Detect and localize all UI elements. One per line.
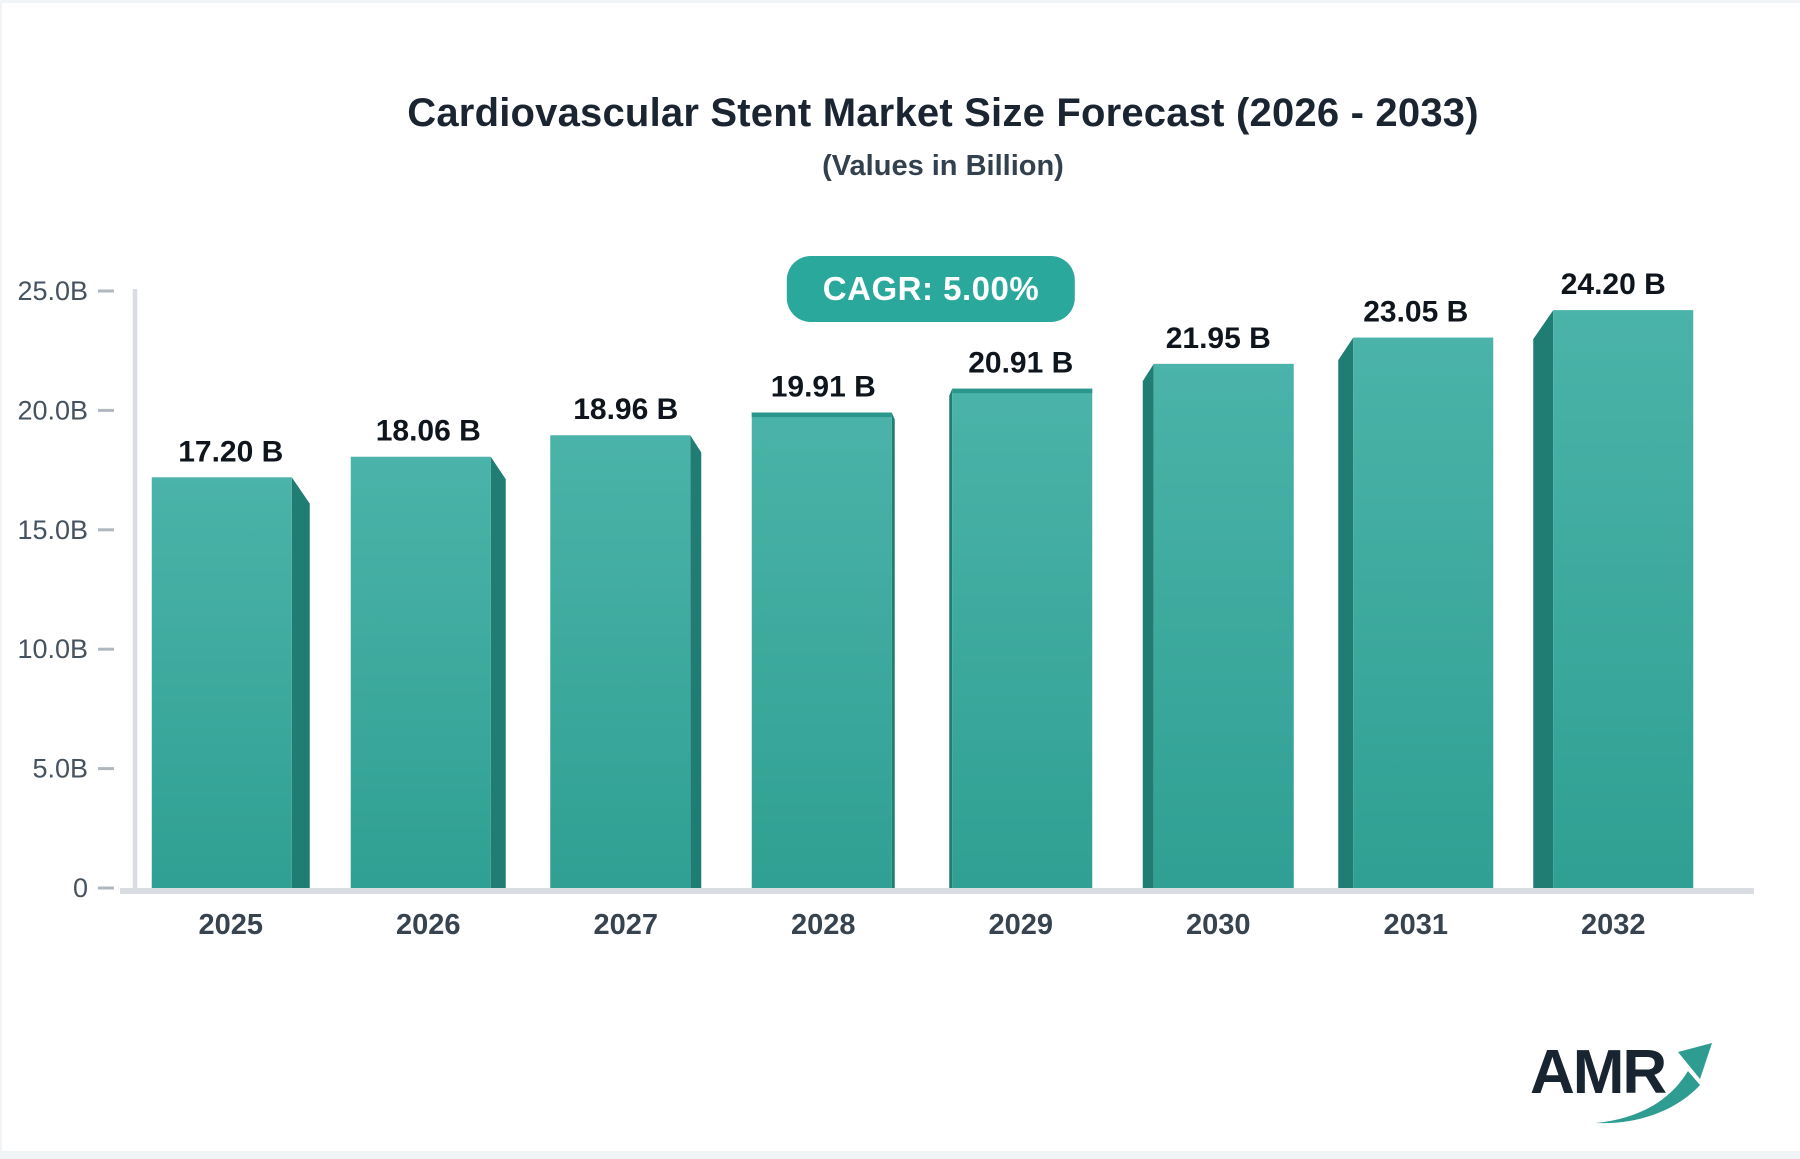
growth-arrow-head	[1678, 1043, 1712, 1079]
y-tick-label: 0	[73, 873, 88, 903]
bar-value-label: 18.06 B	[376, 415, 481, 448]
y-tick-label: 10.0B	[17, 634, 88, 664]
bar-side-face	[490, 456, 506, 888]
chart-subtitle: (Values in Billion)	[822, 150, 1064, 182]
bar-side-face	[949, 388, 953, 888]
x-axis-label: 2030	[1186, 909, 1251, 941]
x-axis-label: 2025	[198, 909, 263, 941]
bar-value-label: 24.20 B	[1561, 268, 1666, 301]
y-tick-label: 15.0B	[17, 515, 88, 545]
growth-arrow-swoosh	[1596, 1071, 1700, 1124]
bar-side-face	[690, 435, 702, 888]
amr-logo-text: AMR	[1530, 1038, 1667, 1107]
bar-2029	[952, 388, 1093, 888]
y-tick-label: 25.0B	[17, 276, 88, 306]
bar-value-label: 19.91 B	[771, 371, 876, 404]
bar-value-label: 20.91 B	[968, 347, 1073, 380]
cagr-badge: CAGR: 5.00%	[786, 256, 1076, 322]
bar-2026	[350, 456, 491, 888]
bar-side-face	[1142, 363, 1154, 889]
cagr-badge-label: CAGR: 5.00%	[822, 270, 1040, 307]
amr-logo: AMR	[1530, 1033, 1740, 1133]
bar-value-label: 17.20 B	[178, 435, 283, 468]
bar-2027	[550, 435, 691, 888]
y-tick-label: 5.0B	[32, 754, 88, 784]
bar-chart: 0 5.0B 10.0B 15.0B 20.0B 25.0B 17.20 B 2025 18.0…	[17, 268, 1754, 941]
bar-2032	[1553, 310, 1694, 888]
bar-value-label: 18.96 B	[573, 393, 678, 426]
x-axis-label: 2032	[1581, 909, 1646, 941]
chart-header: Cardiovascular Stent Market Size Forecas…	[132, 91, 1754, 183]
chart-title: Cardiovascular Stent Market Size Forecas…	[407, 91, 1479, 135]
x-axis-label: 2026	[396, 909, 461, 941]
bar-side-face	[1533, 310, 1554, 888]
x-axis-label: 2029	[988, 909, 1053, 941]
x-axis-label: 2028	[791, 909, 856, 941]
y-tick-label: 20.0B	[17, 395, 88, 425]
x-axis-label: 2031	[1383, 909, 1448, 941]
bar-top-edge	[952, 388, 1093, 394]
bar-side-face	[891, 412, 895, 888]
bar-value-label: 23.05 B	[1363, 296, 1468, 329]
bar-2025	[151, 477, 292, 888]
chart-card: Cardiovascular Stent Market Size Forecas…	[2, 3, 1800, 1151]
bar-side-face	[291, 477, 310, 888]
bar-2030	[1153, 363, 1294, 889]
bar-2028	[751, 412, 892, 888]
bar-2031	[1353, 337, 1494, 888]
bar-value-label: 21.95 B	[1166, 322, 1271, 355]
growth-arrow-icon	[1596, 1043, 1712, 1124]
bar-side-face	[1338, 337, 1354, 888]
bar-top-edge	[751, 412, 892, 418]
x-axis-label: 2027	[593, 909, 658, 941]
